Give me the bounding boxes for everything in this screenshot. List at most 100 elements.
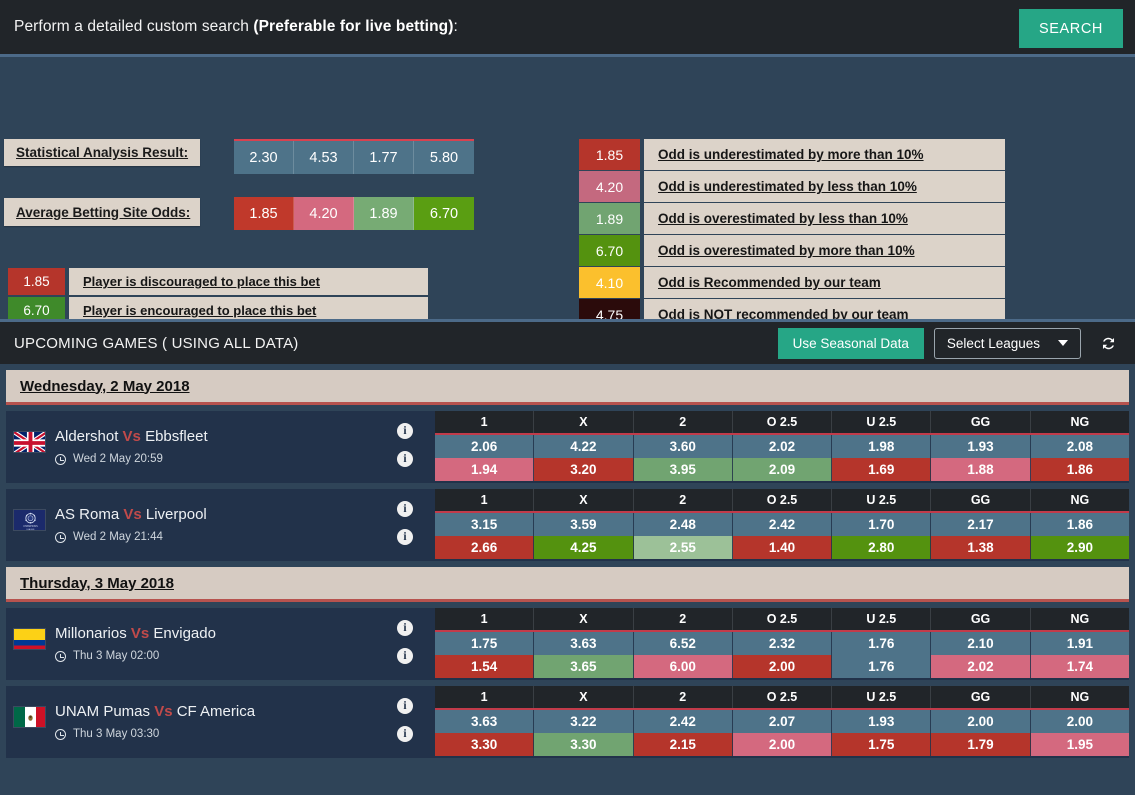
statistical-odd-cell[interactable]: 2.06 — [435, 435, 535, 458]
statistical-odd-cell[interactable]: 2.42 — [633, 710, 733, 733]
statistical-odd-cell[interactable]: 2.07 — [732, 710, 833, 733]
info-icon-statistical[interactable]: i — [397, 423, 413, 439]
statistical-odd-cell[interactable]: 3.15 — [435, 513, 535, 536]
statistical-odd-cell[interactable]: 2.00 — [931, 710, 1031, 733]
legend-color-swatch: 6.70 — [579, 235, 640, 266]
legend-item: 1.85 Odd is underestimated by more than 1… — [579, 139, 1005, 170]
statistical-odd-cell[interactable]: 3.63 — [534, 632, 634, 655]
odds-column-header: U 2.5 — [832, 686, 932, 708]
match-teams[interactable]: UNAM Pumas Vs CF America — [55, 703, 255, 720]
bookmaker-odd-cell[interactable]: 3.30 — [435, 733, 535, 756]
bookmaker-odd-cell[interactable]: 2.80 — [832, 536, 932, 559]
statistical-odd-cell[interactable]: 1.93 — [931, 435, 1031, 458]
games-toolbar: Use Seasonal Data Select Leagues — [777, 327, 1125, 359]
statistical-odd-cell[interactable]: 3.60 — [633, 435, 733, 458]
search-prompt-plain: Perform a detailed custom search — [14, 18, 254, 35]
bookmaker-odd-cell[interactable]: 1.86 — [1030, 458, 1129, 481]
info-icon-bookmaker[interactable]: i — [397, 529, 413, 545]
clock-icon — [55, 531, 66, 543]
bookmaker-odd-cell[interactable]: 3.95 — [633, 458, 733, 481]
odds-column-header: GG — [931, 608, 1031, 630]
statistical-odd-cell[interactable]: 2.00 — [1030, 710, 1129, 733]
bookmaker-odd-cell[interactable]: 2.00 — [732, 655, 833, 678]
bookmaker-odd-cell[interactable]: 1.76 — [832, 655, 932, 678]
match-teams[interactable]: AS Roma Vs Liverpool — [55, 506, 207, 523]
statistical-odd-cell[interactable]: 1.93 — [832, 710, 932, 733]
statistical-odd-cell[interactable]: 1.86 — [1030, 513, 1129, 536]
bookmaker-odd-cell[interactable]: 1.54 — [435, 655, 535, 678]
bookmaker-odd-cell[interactable]: 3.30 — [534, 733, 634, 756]
statistical-odd-cell[interactable]: 1.91 — [1030, 632, 1129, 655]
odds-column-header: 2 — [634, 608, 733, 630]
bookmaker-odd-cell[interactable]: 1.95 — [1030, 733, 1129, 756]
bookmaker-odd-cell[interactable]: 2.09 — [732, 458, 833, 481]
info-icon-bookmaker[interactable]: i — [397, 726, 413, 742]
bookmaker-odd-cell[interactable]: 1.40 — [732, 536, 833, 559]
odds-column-header: U 2.5 — [832, 489, 932, 511]
bookmaker-odd-cell[interactable]: 2.90 — [1030, 536, 1129, 559]
statistical-odd-cell[interactable]: 2.42 — [732, 513, 833, 536]
bookmaker-odd-cell[interactable]: 1.69 — [832, 458, 932, 481]
clock-icon — [55, 728, 66, 740]
legend-item: 6.70 Odd is overestimated by more than 10… — [579, 235, 1005, 266]
odds-column-header: GG — [931, 686, 1031, 708]
match-teams[interactable]: Aldershot Vs Ebbsfleet — [55, 428, 208, 445]
match-row[interactable]: CHAMPIONS LEAGUE AS Roma Vs Liverpool Wed 2… — [6, 489, 1129, 561]
bookmaker-odd-cell[interactable]: 2.55 — [633, 536, 733, 559]
statistical-odd-cell[interactable]: 3.59 — [534, 513, 634, 536]
bookmaker-odd-cell[interactable]: 1.38 — [931, 536, 1031, 559]
bookmaker-odd-cell[interactable]: 4.25 — [534, 536, 634, 559]
bookmaker-odd-cell[interactable]: 1.94 — [435, 458, 535, 481]
statistical-odd-cell[interactable]: 1.75 — [435, 632, 535, 655]
away-team: Envigado — [149, 625, 216, 642]
statistical-odd-cell[interactable]: 1.76 — [832, 632, 932, 655]
bookmaker-odd-cell[interactable]: 2.66 — [435, 536, 535, 559]
statistical-odd-cell[interactable]: 2.48 — [633, 513, 733, 536]
statistical-odd-cell[interactable]: 3.63 — [435, 710, 535, 733]
statistical-odds-row: 3.15 3.59 2.48 2.42 1.70 2.17 1.86 — [435, 513, 1129, 536]
bookmaker-odd-cell[interactable]: 2.00 — [732, 733, 833, 756]
statistical-odd-cell[interactable]: 1.70 — [832, 513, 932, 536]
statistical-odd-cell[interactable]: 1.98 — [832, 435, 932, 458]
match-row[interactable]: UNAM Pumas Vs CF America Thu 3 May 03:30 i… — [6, 686, 1129, 758]
use-seasonal-data-button[interactable]: Use Seasonal Data — [777, 327, 924, 359]
player-legend-list: 1.85 Player is discouraged to place this … — [8, 268, 428, 326]
bookmaker-odd-cell[interactable]: 3.20 — [534, 458, 634, 481]
statistical-odd-cell[interactable]: 3.22 — [534, 710, 634, 733]
statistical-odd-cell[interactable]: 4.22 — [534, 435, 634, 458]
statistical-odd-cell[interactable]: 2.08 — [1030, 435, 1129, 458]
info-icon-statistical[interactable]: i — [397, 620, 413, 636]
legend-item: 4.10 Odd is Recommended by our team — [579, 267, 1005, 298]
bookmaker-odd-cell[interactable]: 2.15 — [633, 733, 733, 756]
bookmaker-odd-cell[interactable]: 2.02 — [931, 655, 1031, 678]
statistical-odd-cell[interactable]: 6.52 — [633, 632, 733, 655]
bookmaker-odd-cell[interactable]: 1.75 — [832, 733, 932, 756]
match-teams[interactable]: Millonarios Vs Envigado — [55, 625, 216, 642]
match-row[interactable]: Millonarios Vs Envigado Thu 3 May 02:00 i i… — [6, 608, 1129, 680]
info-icon-bookmaker[interactable]: i — [397, 451, 413, 467]
search-bar: Perform a detailed custom search (Prefer… — [0, 0, 1135, 57]
bookmaker-odd-cell[interactable]: 1.79 — [931, 733, 1031, 756]
odds-column-header: O 2.5 — [733, 489, 833, 511]
chevron-down-icon — [1058, 340, 1068, 346]
statistical-odd-cell[interactable]: 2.02 — [732, 435, 833, 458]
bookmaker-odd-cell[interactable]: 6.00 — [633, 655, 733, 678]
statistical-odd-cell[interactable]: 2.10 — [931, 632, 1031, 655]
legend-item: 4.20 Odd is underestimated by less than 1… — [579, 171, 1005, 202]
svg-text:CHAMPIONS: CHAMPIONS — [23, 525, 38, 528]
match-row[interactable]: Aldershot Vs Ebbsfleet Wed 2 May 20:59 i i 1… — [6, 411, 1129, 483]
bookmaker-odd-cell[interactable]: 1.74 — [1030, 655, 1129, 678]
info-icon-statistical[interactable]: i — [397, 698, 413, 714]
info-icon-bookmaker[interactable]: i — [397, 648, 413, 664]
select-leagues-dropdown[interactable]: Select Leagues — [933, 327, 1081, 359]
bookmaker-odd-cell[interactable]: 1.88 — [931, 458, 1031, 481]
refresh-button[interactable] — [1091, 327, 1125, 359]
legend-description: Odd is overestimated by more than 10% — [640, 235, 1005, 266]
statistical-odd-cell[interactable]: 2.17 — [931, 513, 1031, 536]
statistical-odd-cell[interactable]: 2.32 — [732, 632, 833, 655]
search-button[interactable]: SEARCH — [1018, 9, 1123, 48]
info-icon-statistical[interactable]: i — [397, 501, 413, 517]
league-flag — [13, 431, 46, 453]
bookmaker-odd-cell[interactable]: 3.65 — [534, 655, 634, 678]
